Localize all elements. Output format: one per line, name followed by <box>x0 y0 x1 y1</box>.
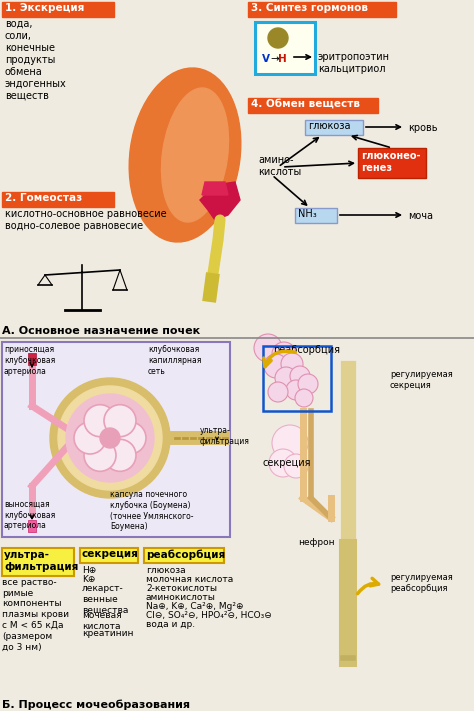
Circle shape <box>298 374 318 394</box>
Text: реабсорбция: реабсорбция <box>146 549 225 560</box>
Text: выносящая
клубочковая
артериола: выносящая клубочковая артериола <box>4 500 55 530</box>
Text: все раство-
римые
компоненты
плазмы крови
с М < 65 кДа
(размером
до 3 нм): все раство- римые компоненты плазмы кров… <box>2 578 69 651</box>
Text: капсула почечного
клубочка (Боумена)
(точнее Умлянского-
Боумена): капсула почечного клубочка (Боумена) (то… <box>110 490 193 531</box>
Text: ультра-
фильтрация: ультра- фильтрация <box>200 426 250 446</box>
Text: молочная кислота: молочная кислота <box>146 575 233 584</box>
Circle shape <box>281 353 303 375</box>
Text: регулируемая
реабсорбция: регулируемая реабсорбция <box>390 573 453 593</box>
Text: 2. Гомеостаз: 2. Гомеостаз <box>5 193 82 203</box>
FancyBboxPatch shape <box>144 548 224 563</box>
Circle shape <box>269 449 297 477</box>
Circle shape <box>286 380 306 400</box>
Text: Б. Процесс мочеобразования: Б. Процесс мочеобразования <box>2 700 190 710</box>
Circle shape <box>268 382 288 402</box>
Polygon shape <box>200 182 240 220</box>
Text: 4. Обмен веществ: 4. Обмен веществ <box>251 99 360 109</box>
Text: вода и др.: вода и др. <box>146 620 195 629</box>
Circle shape <box>58 386 162 490</box>
FancyBboxPatch shape <box>2 342 230 537</box>
Text: креатинин: креатинин <box>82 629 134 638</box>
Circle shape <box>295 389 313 407</box>
Text: Cl⊖, SO₄²⊖, HPO₄²⊖, HCO₃⊖: Cl⊖, SO₄²⊖, HPO₄²⊖, HCO₃⊖ <box>146 611 272 620</box>
Text: А. Основное назначение почек: А. Основное назначение почек <box>2 326 200 336</box>
Text: регулируемая
секреция: регулируемая секреция <box>390 370 453 390</box>
FancyBboxPatch shape <box>28 520 36 532</box>
Circle shape <box>66 394 154 482</box>
FancyBboxPatch shape <box>80 548 138 563</box>
Text: H⊕: H⊕ <box>82 566 96 575</box>
FancyBboxPatch shape <box>2 192 114 207</box>
Text: аминокислоты: аминокислоты <box>146 593 216 602</box>
FancyBboxPatch shape <box>2 2 114 17</box>
Text: нефрон: нефрон <box>298 538 335 547</box>
Circle shape <box>104 405 136 437</box>
Text: Na⊕, K⊕, Ca²⊕, Mg²⊕: Na⊕, K⊕, Ca²⊕, Mg²⊕ <box>146 602 244 611</box>
FancyBboxPatch shape <box>28 353 36 365</box>
Text: 2-кетокислоты: 2-кетокислоты <box>146 584 217 593</box>
Text: моча: моча <box>408 211 433 221</box>
Text: эритропоэтин
кальцитриол: эритропоэтин кальцитриол <box>318 52 390 74</box>
Circle shape <box>74 422 106 454</box>
FancyBboxPatch shape <box>248 2 396 17</box>
Text: кислотно-основное равновесие
водно-солевое равновесие: кислотно-основное равновесие водно-солев… <box>5 209 167 231</box>
Circle shape <box>84 405 116 437</box>
Text: приносящая
клубочковая
артериола: приносящая клубочковая артериола <box>4 345 55 375</box>
Circle shape <box>275 367 297 389</box>
Polygon shape <box>202 182 228 195</box>
Text: мочевая
кислота: мочевая кислота <box>82 611 122 631</box>
Text: V: V <box>262 54 270 64</box>
Circle shape <box>272 342 296 366</box>
Text: лекарст-
венные
вещества: лекарст- венные вещества <box>82 584 128 614</box>
Circle shape <box>272 425 308 461</box>
Text: 3. Синтез гормонов: 3. Синтез гормонов <box>251 3 368 13</box>
Circle shape <box>104 439 136 471</box>
Text: ультра-
фильтрация: ультра- фильтрация <box>4 550 78 572</box>
FancyBboxPatch shape <box>358 148 426 178</box>
Circle shape <box>254 334 282 362</box>
Text: амино-
кислоты: амино- кислоты <box>258 155 301 177</box>
Circle shape <box>268 28 288 48</box>
Text: клубочковая
капиллярная
сеть: клубочковая капиллярная сеть <box>148 345 201 375</box>
Circle shape <box>50 378 170 498</box>
Text: кровь: кровь <box>408 123 438 133</box>
FancyBboxPatch shape <box>2 548 74 576</box>
Circle shape <box>114 422 146 454</box>
Text: →: → <box>270 54 279 64</box>
Text: 1. Экскреция: 1. Экскреция <box>5 3 84 13</box>
FancyBboxPatch shape <box>295 208 337 223</box>
Ellipse shape <box>162 88 228 222</box>
Text: глюкоза: глюкоза <box>146 566 186 575</box>
Circle shape <box>264 354 288 378</box>
Text: секреция: секреция <box>82 549 139 559</box>
Text: K⊕: K⊕ <box>82 575 95 584</box>
Text: секреция: секреция <box>263 458 311 468</box>
Ellipse shape <box>129 68 241 242</box>
Text: NH₃: NH₃ <box>298 209 317 219</box>
Text: реабсорбция: реабсорбция <box>273 345 340 355</box>
Text: глюкоза: глюкоза <box>308 121 350 131</box>
Text: вода,
соли,
конечные
продукты
обмена
эндогенных
веществ: вода, соли, конечные продукты обмена энд… <box>5 19 67 101</box>
FancyBboxPatch shape <box>255 22 315 74</box>
Circle shape <box>100 428 120 448</box>
FancyBboxPatch shape <box>248 98 378 113</box>
Text: глюконео-
генез: глюконео- генез <box>361 151 420 173</box>
FancyBboxPatch shape <box>305 120 363 135</box>
Circle shape <box>284 454 308 478</box>
Circle shape <box>84 439 116 471</box>
Text: H: H <box>278 54 287 64</box>
Circle shape <box>290 366 310 386</box>
